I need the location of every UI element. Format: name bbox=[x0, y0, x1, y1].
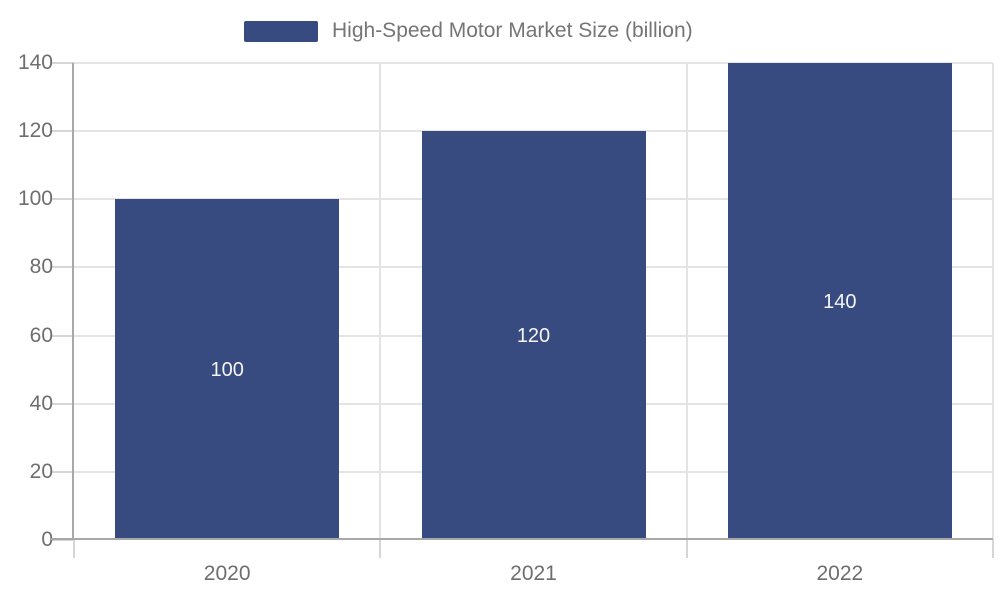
y-axis-tick-label: 60 bbox=[29, 323, 53, 347]
y-axis-tick bbox=[51, 334, 74, 337]
y-axis-tick bbox=[51, 402, 74, 405]
y-axis-tick bbox=[51, 266, 74, 269]
x-axis-tick bbox=[685, 540, 688, 558]
bar-value-label: 140 bbox=[823, 290, 857, 313]
y-axis-tick-label: 0 bbox=[41, 528, 53, 551]
x-axis-tick bbox=[73, 540, 75, 558]
x-axis-tick-label: 2021 bbox=[510, 562, 557, 585]
x-axis-tick-label: 2022 bbox=[816, 562, 864, 585]
x-axis-tick-label: 2020 bbox=[203, 562, 251, 585]
bar-2022 bbox=[727, 63, 952, 540]
bar-2021 bbox=[421, 131, 646, 540]
legend-swatch bbox=[244, 20, 318, 42]
legend-item[interactable]: High-Speed Motor Market Size (billion) bbox=[244, 19, 693, 43]
v-gridline bbox=[992, 63, 994, 540]
bar-value-label: 120 bbox=[516, 324, 551, 347]
bar-2020 bbox=[115, 199, 340, 540]
y-axis-tick bbox=[51, 470, 74, 473]
y-axis-tick bbox=[51, 130, 74, 133]
x-axis-line bbox=[51, 538, 993, 540]
y-axis-tick-label: 120 bbox=[17, 119, 53, 143]
y-axis-tick-label: 80 bbox=[29, 255, 53, 279]
y-axis-tick bbox=[51, 62, 74, 64]
y-axis-tick bbox=[51, 539, 74, 541]
x-axis-tick bbox=[992, 540, 994, 558]
v-gridline bbox=[379, 63, 382, 540]
y-axis-tick-label: 140 bbox=[17, 51, 53, 74]
y-axis-tick-label: 40 bbox=[29, 391, 53, 415]
legend-label: High-Speed Motor Market Size (billion) bbox=[332, 19, 693, 42]
y-axis-tick-label: 20 bbox=[29, 459, 53, 483]
y-axis-tick bbox=[51, 198, 74, 201]
v-gridline bbox=[685, 63, 688, 540]
x-axis-tick bbox=[379, 540, 382, 558]
y-axis-tick-label: 100 bbox=[17, 187, 53, 211]
bar-value-label: 100 bbox=[210, 358, 244, 381]
y-axis-line bbox=[72, 63, 74, 540]
h-gridline bbox=[74, 62, 993, 64]
